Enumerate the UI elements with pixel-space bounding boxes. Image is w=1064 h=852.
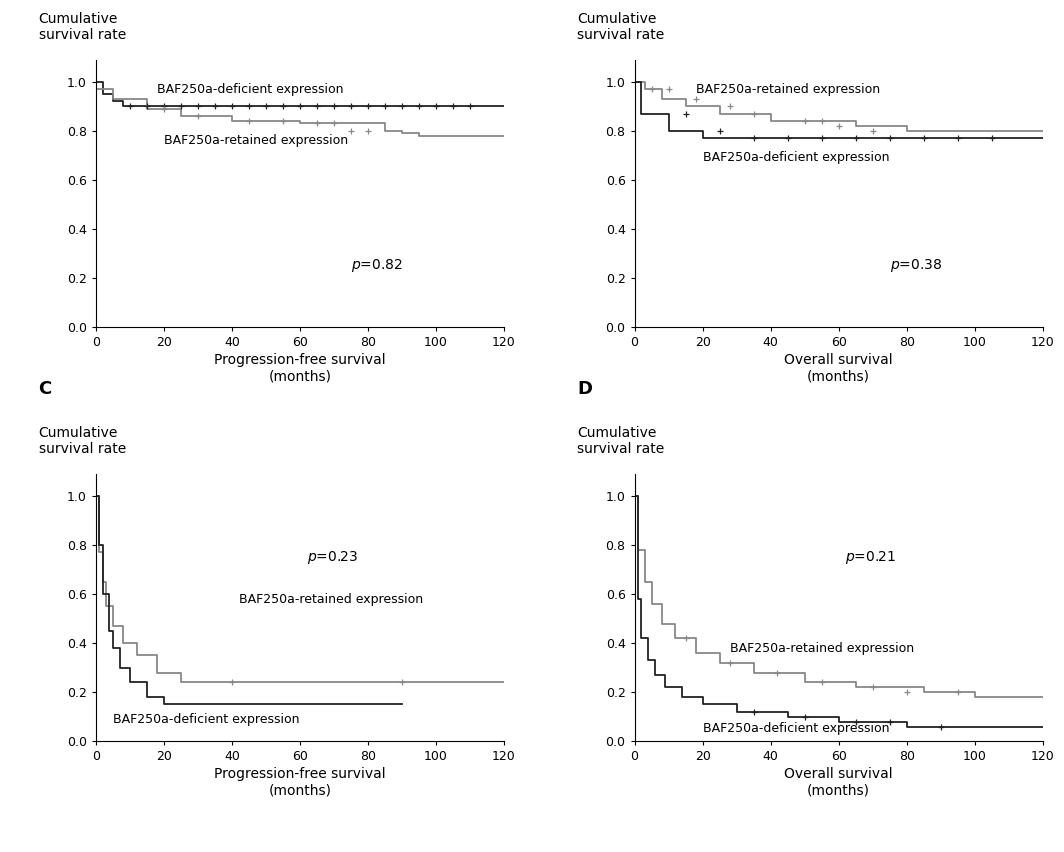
Text: Cumulative
survival rate: Cumulative survival rate [578, 12, 665, 42]
Text: BAF250a-deficient expression: BAF250a-deficient expression [702, 151, 890, 164]
Text: Cumulative
survival rate: Cumulative survival rate [578, 426, 665, 456]
Text: D: D [578, 380, 593, 399]
Text: BAF250a-retained expression: BAF250a-retained expression [730, 642, 914, 654]
Text: $\it{p}$=0.38: $\it{p}$=0.38 [890, 257, 942, 274]
Text: BAF250a-retained expression: BAF250a-retained expression [164, 134, 348, 147]
X-axis label: Overall survival
(months): Overall survival (months) [784, 353, 893, 383]
Text: $\it{p}$=0.21: $\it{p}$=0.21 [846, 549, 897, 566]
Text: C: C [38, 380, 52, 399]
Text: BAF250a-deficient expression: BAF250a-deficient expression [113, 712, 299, 726]
Text: BAF250a-retained expression: BAF250a-retained expression [238, 592, 422, 606]
Text: BAF250a-deficient expression: BAF250a-deficient expression [157, 83, 344, 95]
Text: BAF250a-retained expression: BAF250a-retained expression [696, 83, 880, 95]
Text: Cumulative
survival rate: Cumulative survival rate [38, 12, 126, 42]
Text: $\it{p}$=0.82: $\it{p}$=0.82 [351, 257, 402, 274]
X-axis label: Progression-free survival
(months): Progression-free survival (months) [214, 353, 385, 383]
Text: BAF250a-deficient expression: BAF250a-deficient expression [702, 722, 890, 735]
X-axis label: Overall survival
(months): Overall survival (months) [784, 768, 893, 797]
Text: $\it{p}$=0.23: $\it{p}$=0.23 [306, 549, 359, 566]
Text: Cumulative
survival rate: Cumulative survival rate [38, 426, 126, 456]
X-axis label: Progression-free survival
(months): Progression-free survival (months) [214, 768, 385, 797]
